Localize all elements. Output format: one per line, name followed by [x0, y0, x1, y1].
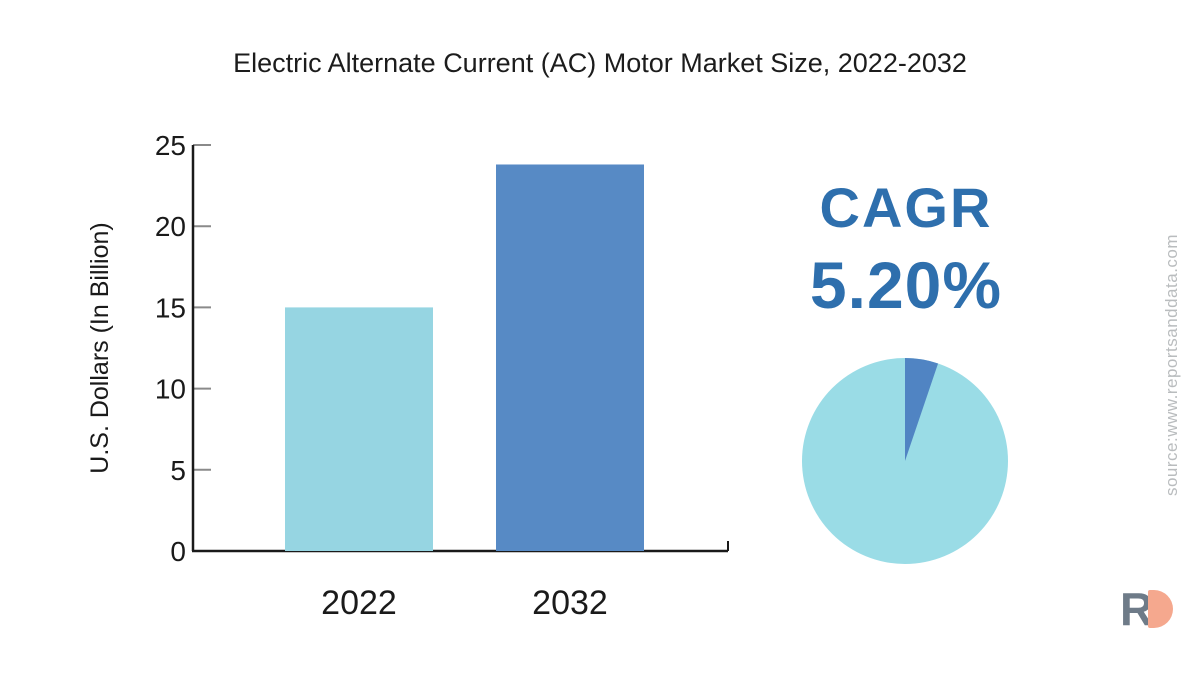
cagr-pie-chart — [802, 358, 1008, 564]
y-tick-label: 20 — [155, 211, 186, 242]
x-category-label: 2032 — [532, 584, 608, 622]
source-watermark: source:www.reportsanddata.com — [1162, 233, 1181, 497]
chart-title: Electric Alternate Current (AC) Motor Ma… — [233, 48, 967, 78]
cagr-value: 5.20% — [809, 248, 1003, 322]
bar-2022 — [285, 307, 433, 551]
x-category-label: 2022 — [321, 584, 397, 622]
cagr-block: CAGR 5.20% — [756, 176, 1056, 322]
cagr-label: CAGR — [819, 176, 993, 239]
y-tick-label: 5 — [170, 455, 186, 486]
y-tick-label: 10 — [155, 374, 186, 405]
logo-d-shape-icon — [1148, 590, 1174, 628]
y-axis-label: U.S. Dollars (In Billion) — [86, 222, 114, 473]
bar-2032 — [496, 164, 644, 551]
y-tick-label: 0 — [170, 536, 186, 567]
y-tick-label: 25 — [155, 130, 186, 161]
logo-letter-r: R — [1120, 583, 1153, 635]
reportsanddata-logo: R — [1120, 583, 1174, 635]
bar-chart: 0 5 10 15 20 25 2022 2032 U.S. Dollars (In Billi… — [86, 130, 729, 622]
pie-cagr-slice — [905, 358, 939, 461]
y-tick-label: 15 — [155, 292, 186, 323]
